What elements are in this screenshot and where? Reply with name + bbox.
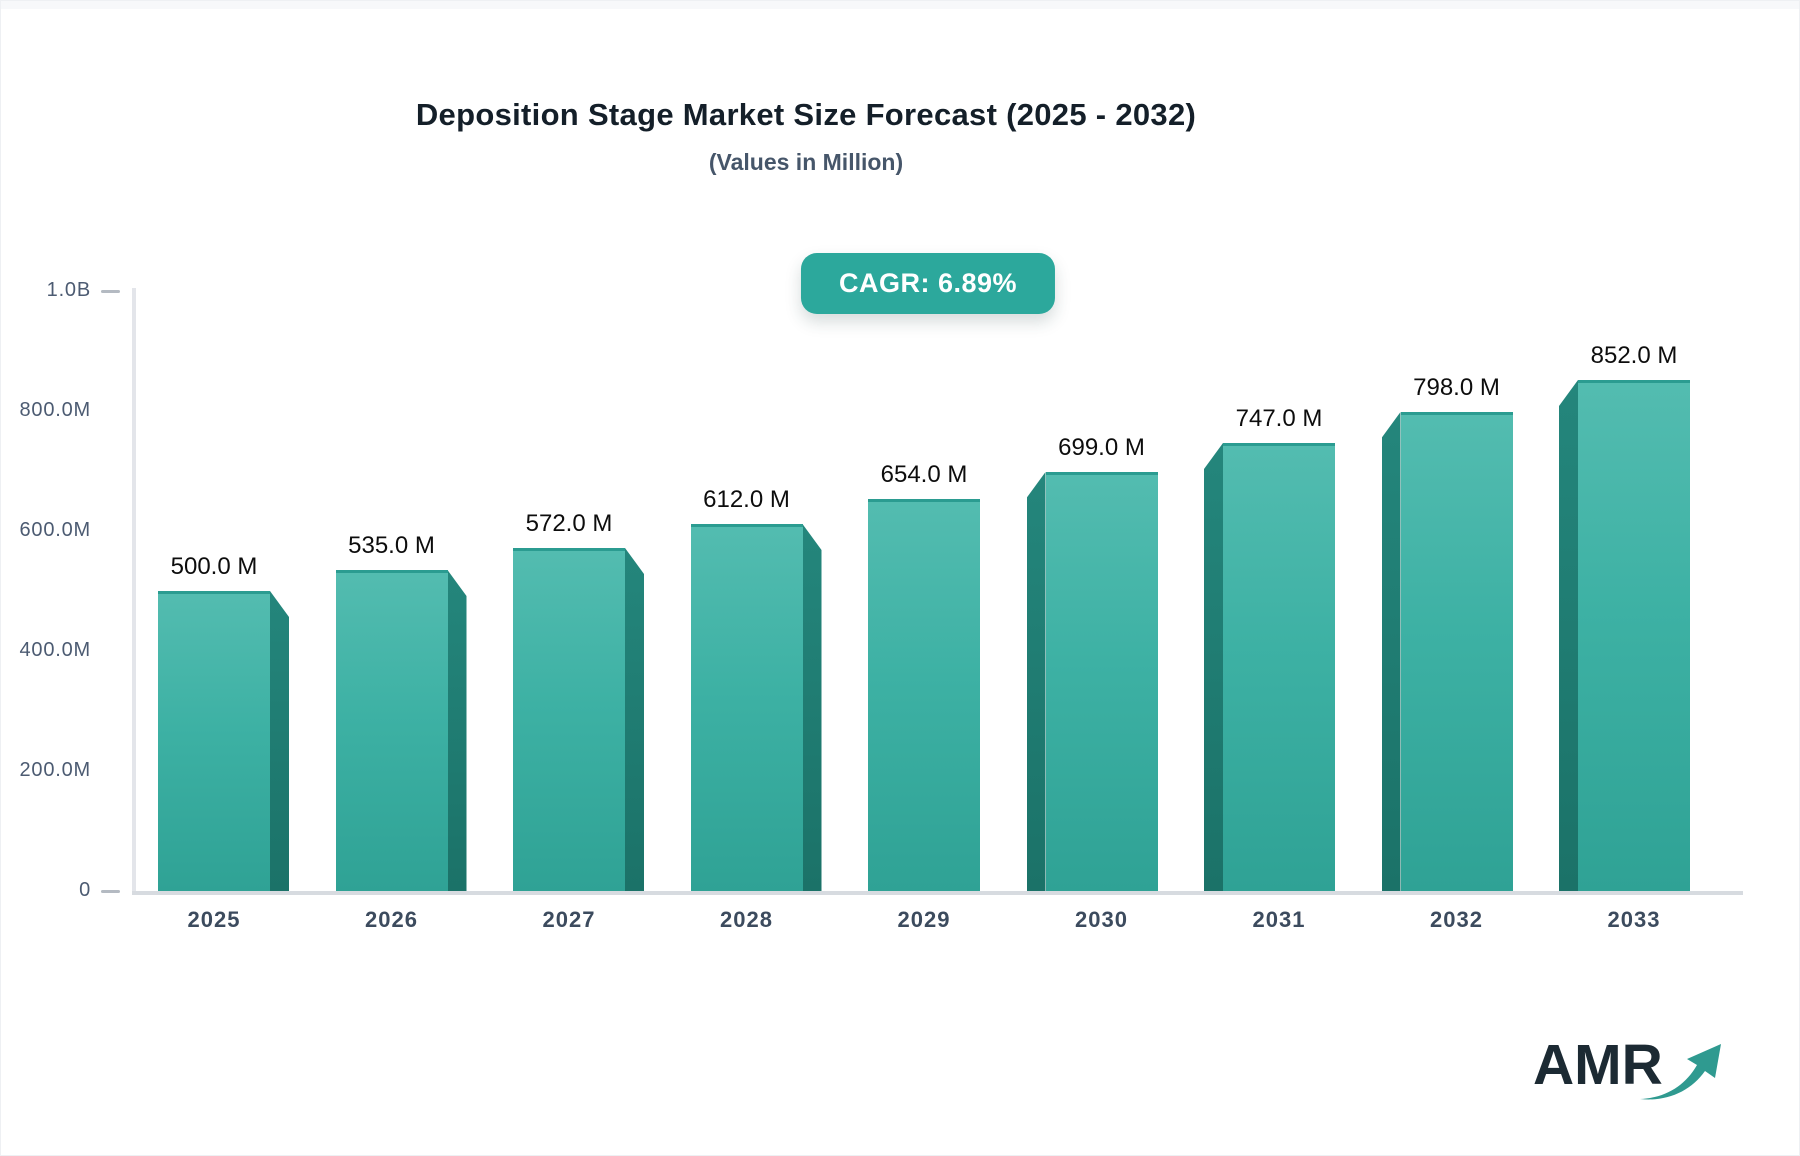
- chart-title: Deposition Stage Market Size Forecast (2…: [415, 97, 1197, 132]
- bar-2032[interactable]: [1400, 412, 1513, 891]
- y-tick-label: 800.0M: [19, 399, 91, 421]
- bar-side-face: [625, 548, 644, 891]
- x-axis-label-2029: 2029: [897, 907, 951, 932]
- bar-side-face: [1204, 443, 1223, 891]
- bar-side-face: [1026, 472, 1046, 891]
- bar-value-label: 747.0 M: [1235, 405, 1323, 432]
- page-top-strip: [1, 1, 1799, 9]
- bar-value-label: 572.0 M: [525, 510, 613, 537]
- bar-value-label: 699.0 M: [1058, 434, 1145, 461]
- bar-2025[interactable]: [158, 591, 270, 891]
- bar-2033[interactable]: [1578, 380, 1690, 891]
- brand-logo: AMR: [1533, 1037, 1729, 1103]
- bar-value-label: 852.0 M: [1590, 342, 1678, 369]
- bar-side-face: [447, 570, 467, 891]
- y-tick-dash: [101, 290, 120, 293]
- bar-value-label: 654.0 M: [880, 461, 968, 488]
- bar-value-label: 500.0 M: [170, 553, 258, 580]
- bar-value-label: 535.0 M: [348, 532, 435, 559]
- bar-2029[interactable]: [868, 499, 980, 891]
- growth-arrow-icon: [1639, 1044, 1721, 1100]
- bar-2026[interactable]: [335, 570, 448, 891]
- y-tick-label: 400.0M: [19, 639, 91, 661]
- chart-subtitle: (Values in Million): [708, 149, 904, 175]
- x-axis-label-2031: 2031: [1252, 907, 1306, 932]
- y-tick-label: 200.0M: [19, 759, 91, 781]
- y-tick-label: 0: [79, 879, 91, 901]
- bar-side-face: [1381, 412, 1401, 891]
- bar-side-face: [1559, 380, 1578, 891]
- x-axis-label-2032: 2032: [1430, 907, 1483, 932]
- brand-logo-text: AMR: [1533, 1033, 1663, 1097]
- y-tick-label: 600.0M: [19, 519, 91, 541]
- y-tick-label: 1.0B: [46, 279, 91, 301]
- bar-value-label: 798.0 M: [1413, 374, 1500, 401]
- x-axis-label-2027: 2027: [542, 907, 596, 932]
- bar-side-face: [270, 591, 289, 891]
- bar-2027[interactable]: [513, 548, 625, 891]
- bar-2031[interactable]: [1223, 443, 1335, 891]
- x-axis-label-2026: 2026: [365, 907, 418, 932]
- x-axis-label-2025: 2025: [187, 907, 241, 932]
- y-axis-line: [132, 288, 136, 894]
- x-axis-label-2028: 2028: [720, 907, 773, 932]
- x-axis-label-2030: 2030: [1075, 907, 1128, 932]
- bar-side-face: [802, 524, 822, 891]
- cagr-badge: CAGR: 6.89%: [800, 253, 1056, 314]
- bar-value-label: 612.0 M: [703, 486, 790, 513]
- y-tick-dash: [101, 890, 120, 893]
- plot-area: 1.0B 800.0M 600.0M 400.0M 200.0M 0 500.0 M 2025…: [19, 279, 1743, 932]
- bar-2028[interactable]: [690, 524, 803, 891]
- x-axis-line: [132, 891, 1743, 895]
- x-axis-label-2033: 2033: [1607, 907, 1661, 932]
- bar-2030[interactable]: [1045, 472, 1158, 891]
